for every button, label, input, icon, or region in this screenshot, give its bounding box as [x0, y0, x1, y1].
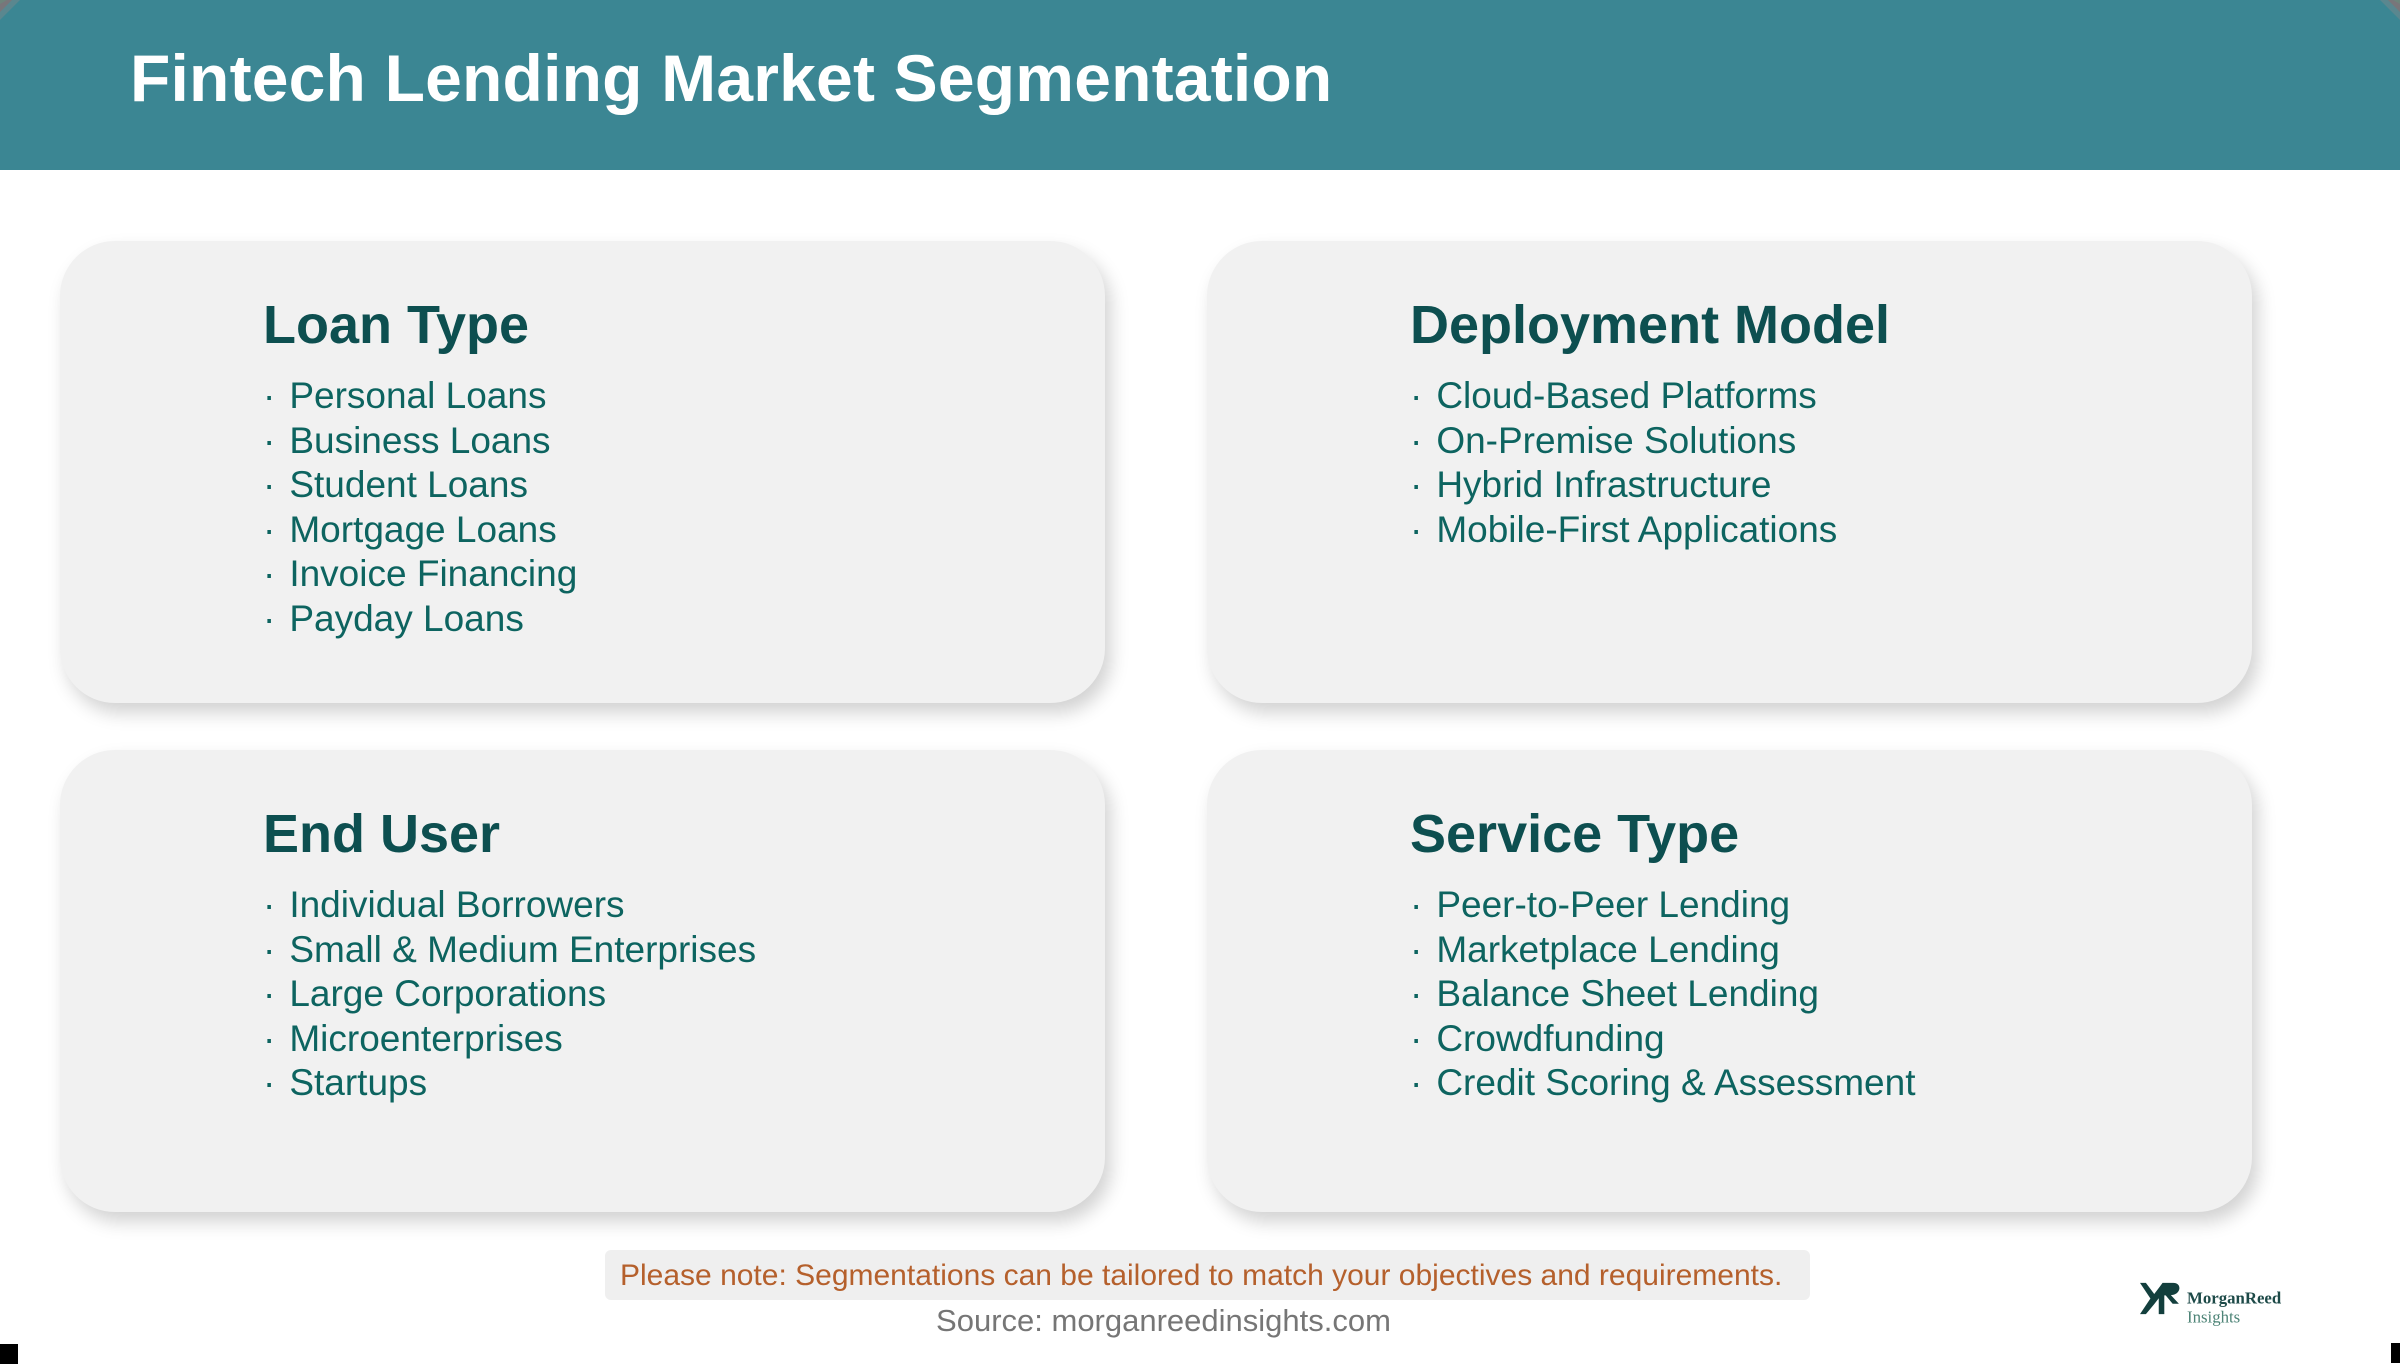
svg-text:MorganReed: MorganReed — [2187, 1289, 2282, 1308]
svg-text:Insights: Insights — [2187, 1308, 2240, 1327]
